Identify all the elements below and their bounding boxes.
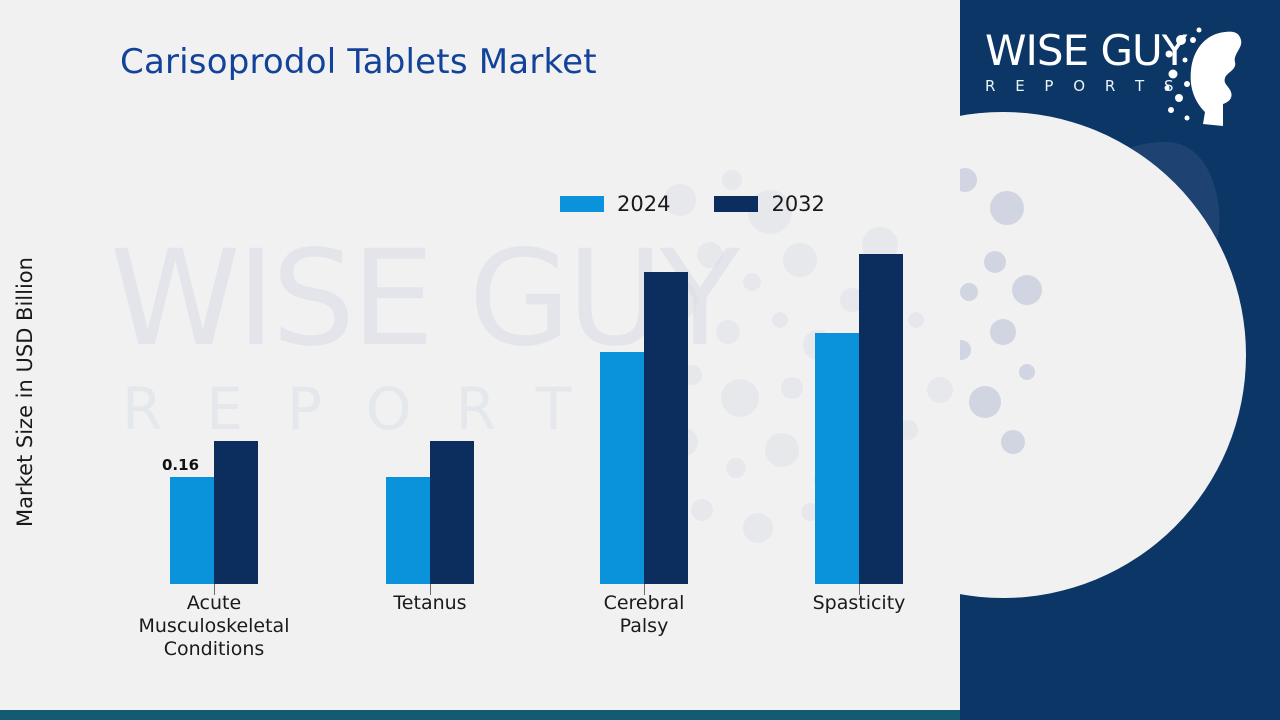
legend-item-2024[interactable]: 2024 [560, 192, 670, 216]
category-label-line: Acute [186, 592, 242, 614]
category-label-line: Conditions [163, 638, 265, 660]
category-label-line: Cerebral [603, 592, 685, 614]
brand-panel [960, 0, 1280, 720]
bottom-accent-strip [0, 710, 960, 720]
logo-wordmark: WISE GUY [985, 26, 1187, 75]
bar-spasticity-2032 [859, 254, 903, 584]
bar-chart: Market Size in USD Billion 2024 2032 0.1… [13, 192, 959, 661]
panel-dot-brain-icon [960, 168, 1042, 454]
bar-acute-2032 [214, 441, 258, 584]
page-title: Carisoprodol Tablets Market [120, 42, 597, 82]
legend-swatch-2024 [560, 196, 604, 212]
category-label-line: Tetanus [393, 592, 467, 614]
x-axis-category-label-3: Spasticity [759, 592, 959, 615]
x-axis-tick-0 [214, 584, 215, 595]
bar-value-label-acute-2024: 0.16 [162, 456, 200, 474]
x-axis-tick-2 [644, 584, 645, 595]
legend-label-2032: 2032 [771, 192, 825, 216]
category-label-line: Spasticity [812, 592, 906, 614]
bar-cerebral-palsy-2024 [600, 352, 644, 584]
bar-tetanus-2024 [386, 477, 430, 584]
brand-logo: WISE GUY R E P O R T S [985, 26, 1265, 126]
bar-acute-2024 [170, 477, 214, 584]
logo-dot-head-icon [1164, 27, 1242, 126]
legend-label-2024: 2024 [617, 192, 671, 216]
logo-subtext: R E P O R T S [985, 77, 1181, 95]
plot-area: 0.16 Acute Musculoskeletal Conditions Tetanu… [94, 254, 959, 661]
x-axis-category-label-2: Cerebral Palsy [544, 592, 744, 638]
x-axis-category-label-1: Tetanus [330, 592, 530, 615]
x-axis-category-label-0: Acute Musculoskeletal Conditions [94, 592, 334, 661]
bar-spasticity-2024 [815, 333, 859, 584]
legend-swatch-2032 [714, 196, 759, 212]
bar-tetanus-2032 [430, 441, 474, 584]
category-label-line: Palsy [619, 615, 669, 637]
bar-cerebral-palsy-2032 [644, 272, 688, 584]
legend-item-2032[interactable]: 2032 [714, 192, 825, 216]
chart-legend: 2024 2032 [560, 192, 825, 216]
x-axis-tick-3 [859, 584, 860, 595]
category-label-line: Musculoskeletal [138, 615, 290, 637]
x-axis-tick-1 [430, 584, 431, 595]
